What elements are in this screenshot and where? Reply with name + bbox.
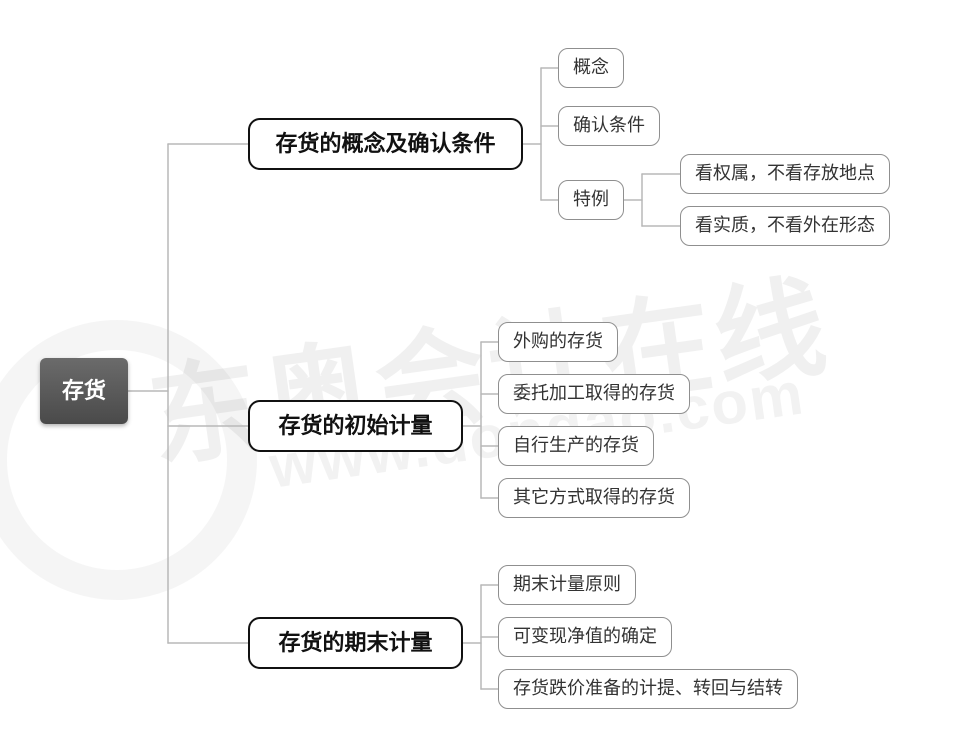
leaf-node-n1a: 概念 bbox=[558, 48, 624, 88]
leaf-node-n1b: 确认条件 bbox=[558, 106, 660, 146]
leaf-node-n3b: 可变现净值的确定 bbox=[498, 617, 672, 657]
branch-node-n3: 存货的期末计量 bbox=[248, 617, 463, 669]
leaf-node-n1c: 特例 bbox=[558, 180, 624, 220]
branch-node-n1: 存货的概念及确认条件 bbox=[248, 118, 523, 170]
connector-layer bbox=[0, 0, 976, 742]
leaf-node-n2d: 其它方式取得的存货 bbox=[498, 478, 690, 518]
leaf-node-n1c2: 看实质，不看外在形态 bbox=[680, 206, 890, 246]
leaf-node-n1c1: 看权属，不看存放地点 bbox=[680, 154, 890, 194]
leaf-node-n2a: 外购的存货 bbox=[498, 322, 618, 362]
leaf-node-n2c: 自行生产的存货 bbox=[498, 426, 654, 466]
leaf-node-n2b: 委托加工取得的存货 bbox=[498, 374, 690, 414]
root-node: 存货 bbox=[40, 358, 128, 424]
leaf-node-n3a: 期末计量原则 bbox=[498, 565, 636, 605]
branch-node-n2: 存货的初始计量 bbox=[248, 400, 463, 452]
leaf-node-n3c: 存货跌价准备的计提、转回与结转 bbox=[498, 669, 798, 709]
